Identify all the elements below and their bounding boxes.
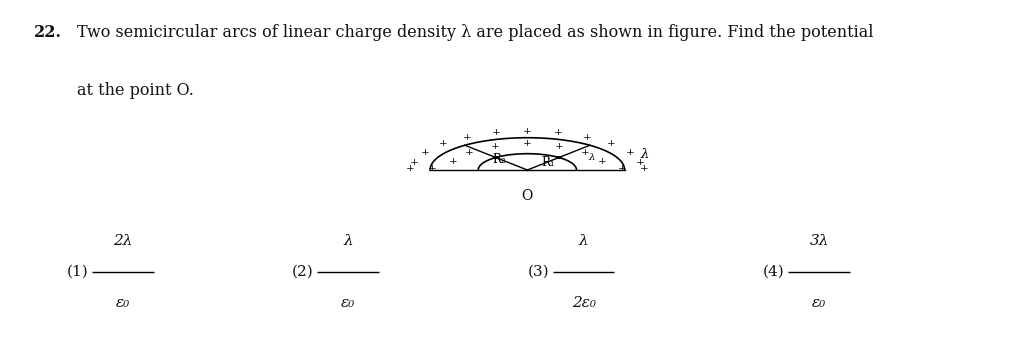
Text: λ: λ bbox=[579, 234, 589, 249]
Text: +: + bbox=[407, 164, 415, 173]
Text: ε₀: ε₀ bbox=[341, 295, 355, 310]
Text: +: + bbox=[449, 157, 458, 167]
Text: O: O bbox=[522, 189, 532, 203]
Text: 2ε₀: 2ε₀ bbox=[571, 295, 596, 310]
Text: +: + bbox=[618, 164, 627, 173]
Bar bbox=[556, 156, 562, 158]
Bar bbox=[493, 156, 499, 158]
Text: λ: λ bbox=[589, 153, 595, 162]
Text: (2): (2) bbox=[292, 265, 313, 279]
Text: +: + bbox=[583, 133, 592, 142]
Text: at the point O.: at the point O. bbox=[77, 82, 194, 99]
Text: λ: λ bbox=[343, 234, 353, 249]
Text: +: + bbox=[523, 127, 531, 136]
Text: (1): (1) bbox=[67, 265, 88, 279]
Text: 2λ: 2λ bbox=[114, 234, 132, 249]
Text: +: + bbox=[463, 133, 472, 142]
Text: R₂: R₂ bbox=[492, 153, 506, 166]
Text: +: + bbox=[582, 148, 590, 157]
Text: +: + bbox=[492, 129, 501, 137]
Text: +: + bbox=[428, 164, 436, 173]
Text: (3): (3) bbox=[527, 265, 549, 279]
Text: +: + bbox=[492, 142, 500, 151]
Text: +: + bbox=[421, 148, 429, 157]
Text: R₁: R₁ bbox=[541, 156, 555, 169]
Text: +: + bbox=[597, 157, 606, 167]
Text: +: + bbox=[465, 148, 473, 157]
Text: +: + bbox=[640, 164, 648, 173]
Text: +: + bbox=[410, 157, 419, 167]
Text: ε₀: ε₀ bbox=[812, 295, 826, 310]
Text: Two semicircular arcs of linear charge density λ are placed as shown in figure. : Two semicircular arcs of linear charge d… bbox=[77, 24, 873, 41]
Text: +: + bbox=[438, 139, 447, 148]
Text: (4): (4) bbox=[763, 265, 784, 279]
Text: +: + bbox=[607, 139, 616, 148]
Text: 22.: 22. bbox=[34, 24, 61, 41]
Text: 3λ: 3λ bbox=[810, 234, 828, 249]
Text: +: + bbox=[555, 142, 563, 151]
Text: +: + bbox=[554, 129, 563, 137]
Text: +: + bbox=[626, 148, 634, 157]
Text: ε₀: ε₀ bbox=[116, 295, 130, 310]
Text: +: + bbox=[523, 139, 531, 149]
Text: +: + bbox=[636, 157, 645, 167]
Text: λ: λ bbox=[640, 148, 648, 161]
